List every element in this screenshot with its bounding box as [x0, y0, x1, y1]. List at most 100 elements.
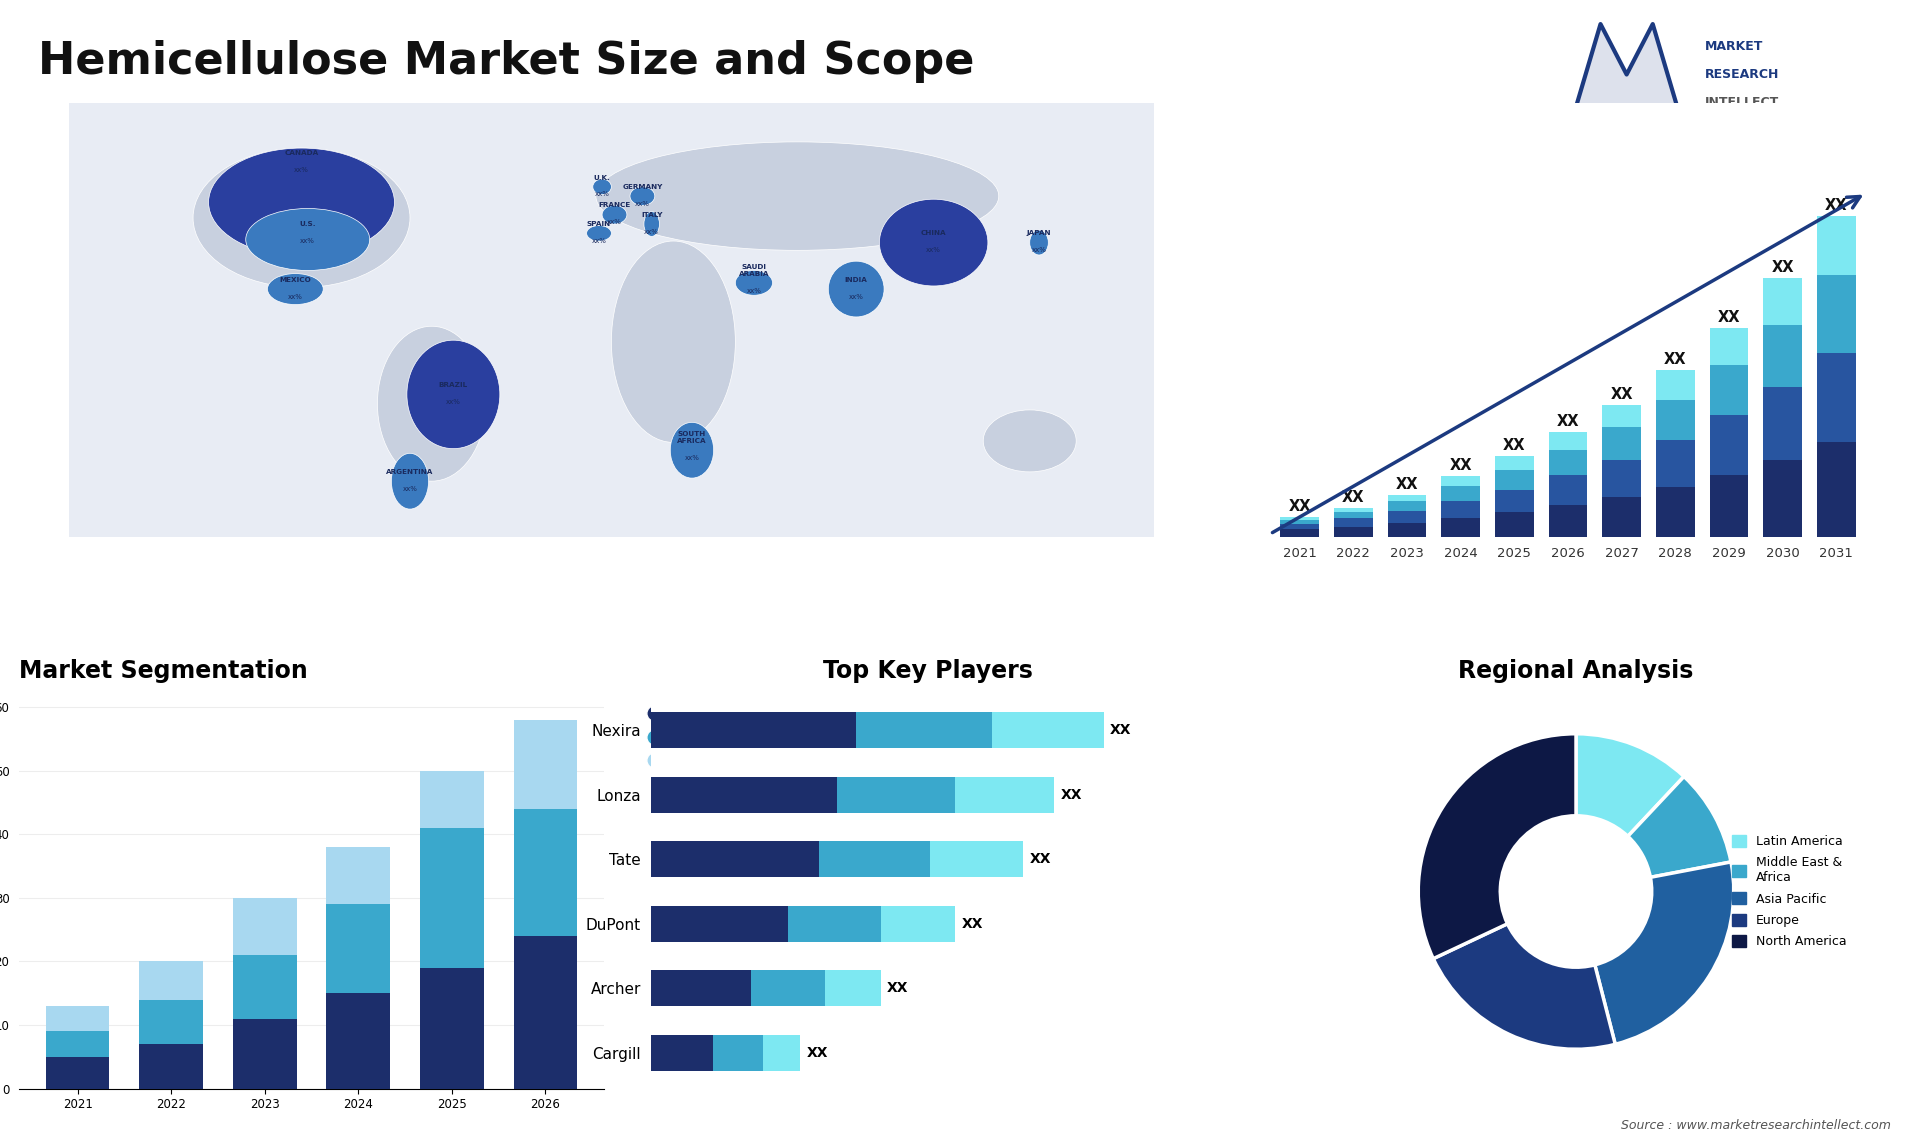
Bar — [1388, 511, 1427, 523]
Text: GERMANY: GERMANY — [622, 183, 662, 190]
Bar — [515, 936, 578, 1089]
Ellipse shape — [378, 327, 486, 481]
Text: SPAIN: SPAIN — [588, 221, 611, 227]
Bar — [837, 777, 956, 813]
Ellipse shape — [588, 226, 611, 241]
Bar — [1442, 518, 1480, 537]
Ellipse shape — [194, 148, 411, 288]
Bar — [420, 827, 484, 968]
Text: XX: XX — [1450, 457, 1473, 472]
Bar — [1603, 460, 1642, 497]
Ellipse shape — [670, 423, 714, 478]
Bar — [232, 1019, 296, 1089]
Ellipse shape — [407, 340, 499, 448]
Bar — [1816, 275, 1857, 353]
Text: SAUDI
ARABIA: SAUDI ARABIA — [739, 264, 770, 276]
Text: xx%: xx% — [300, 238, 315, 244]
Text: xx%: xx% — [849, 293, 864, 300]
Text: XX: XX — [1029, 853, 1050, 866]
Bar — [1603, 405, 1642, 427]
Bar — [1657, 370, 1695, 400]
Text: XX: XX — [1611, 387, 1632, 402]
Bar — [1334, 508, 1373, 512]
Bar — [1549, 504, 1588, 537]
Bar — [140, 999, 204, 1044]
Text: RESEARCH: RESEARCH — [1705, 68, 1780, 81]
Text: INDIA: INDIA — [845, 277, 868, 283]
Bar — [420, 968, 484, 1089]
Bar — [1657, 487, 1695, 537]
Text: xx%: xx% — [294, 166, 309, 173]
Text: XX: XX — [1060, 787, 1083, 802]
Ellipse shape — [983, 410, 1077, 472]
Bar — [931, 841, 1023, 878]
Ellipse shape — [209, 148, 394, 257]
Bar — [1334, 518, 1373, 527]
Text: xx%: xx% — [925, 248, 941, 253]
Wedge shape — [1596, 862, 1734, 1044]
Text: XX: XX — [1288, 499, 1311, 515]
Text: XX: XX — [1665, 352, 1686, 367]
Text: FRANCE: FRANCE — [599, 203, 630, 209]
Bar — [1388, 501, 1427, 511]
Bar — [818, 841, 931, 878]
Bar — [1281, 517, 1319, 519]
Bar — [1816, 215, 1857, 275]
Text: XX: XX — [962, 917, 983, 931]
Ellipse shape — [611, 241, 735, 442]
Ellipse shape — [392, 454, 428, 509]
Text: MEXICO: MEXICO — [280, 277, 311, 283]
Text: CHINA: CHINA — [922, 230, 947, 236]
Bar — [751, 971, 826, 1006]
Ellipse shape — [643, 212, 659, 236]
Ellipse shape — [630, 187, 655, 205]
Bar — [1281, 519, 1319, 524]
Text: MARKET: MARKET — [1705, 40, 1763, 53]
Bar — [993, 713, 1104, 748]
Text: ARGENTINA: ARGENTINA — [386, 469, 434, 474]
Bar — [1709, 474, 1749, 537]
Bar — [140, 961, 204, 999]
Text: Market Segmentation: Market Segmentation — [19, 659, 307, 683]
Bar — [326, 904, 390, 994]
Ellipse shape — [1029, 230, 1048, 254]
Text: XX: XX — [1772, 260, 1793, 275]
Text: xx%: xx% — [591, 238, 607, 244]
Text: BRAZIL: BRAZIL — [440, 383, 468, 388]
Bar — [46, 1057, 109, 1089]
Bar — [1603, 497, 1642, 537]
Bar — [1442, 476, 1480, 486]
Bar — [1603, 427, 1642, 460]
Bar — [1763, 387, 1803, 460]
Bar — [762, 1035, 801, 1070]
Bar — [1816, 442, 1857, 537]
Bar — [651, 841, 818, 878]
Bar — [651, 1035, 714, 1070]
Bar — [1281, 524, 1319, 529]
Text: XX: XX — [806, 1045, 828, 1060]
Text: xx%: xx% — [607, 219, 622, 226]
Bar — [46, 1006, 109, 1031]
Bar — [420, 770, 484, 827]
Bar — [1388, 523, 1427, 537]
Text: XX: XX — [1718, 309, 1740, 324]
Bar — [1709, 366, 1749, 415]
Bar — [1549, 474, 1588, 504]
Bar — [1388, 495, 1427, 501]
Text: U.K.: U.K. — [593, 174, 611, 181]
Bar — [956, 777, 1054, 813]
Text: XX: XX — [1503, 438, 1526, 453]
Bar — [1816, 353, 1857, 442]
Bar — [232, 897, 296, 955]
Ellipse shape — [603, 205, 628, 223]
Bar — [651, 971, 751, 1006]
Text: xx%: xx% — [685, 455, 699, 461]
Text: Hemicellulose Market Size and Scope: Hemicellulose Market Size and Scope — [38, 40, 975, 84]
Text: ITALY: ITALY — [641, 212, 662, 218]
Text: xx%: xx% — [445, 399, 461, 405]
Title: Regional Analysis: Regional Analysis — [1459, 659, 1693, 683]
Text: CANADA: CANADA — [284, 150, 319, 156]
Ellipse shape — [595, 142, 998, 250]
Bar — [1334, 512, 1373, 518]
Bar — [1763, 460, 1803, 537]
